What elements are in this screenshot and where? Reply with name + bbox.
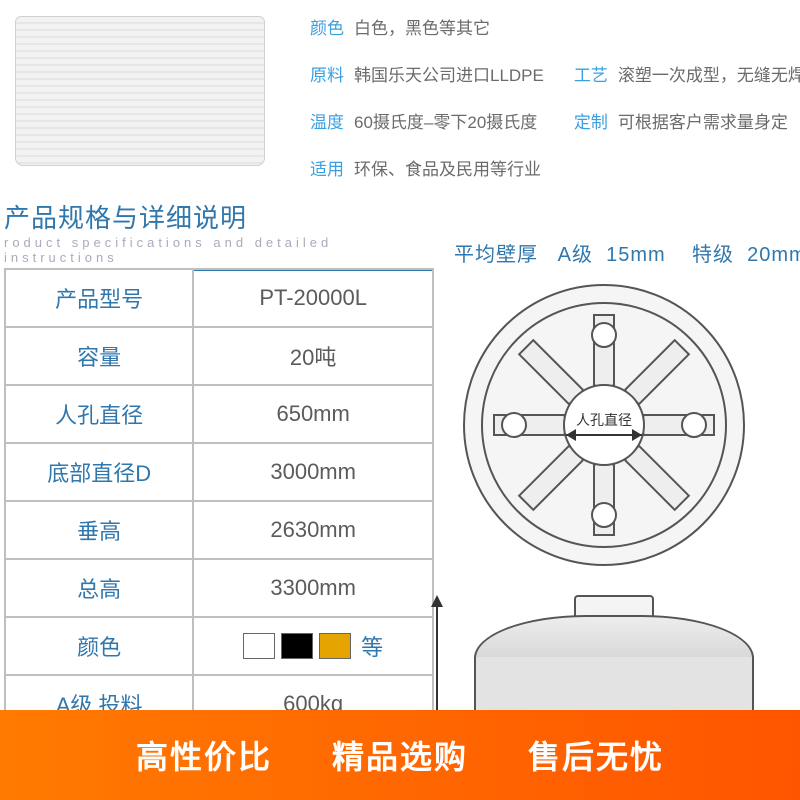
- attr-val: 白色，黑色等其它: [354, 14, 490, 39]
- dimension-arrow-icon: [426, 595, 448, 725]
- swatch-icon: [319, 633, 351, 659]
- attr-row: 颜色 白色，黑色等其它: [310, 14, 800, 39]
- banner-item: 售后无忧: [528, 732, 664, 778]
- section-heading-en: roduct specifications and detailed instr…: [4, 235, 434, 271]
- spec-label: 垂高: [5, 501, 193, 559]
- attr-val: 可根据客户需求量身定: [618, 108, 788, 133]
- table-row: 总高 3300mm: [5, 559, 433, 617]
- spec-color-swatches: 等: [193, 617, 433, 675]
- wall-thickness-title: 平均壁厚 A级 15mm 特级 20mm: [454, 238, 800, 267]
- banner-item: 精品选购: [332, 732, 468, 778]
- attr-val: 韩国乐天公司进口LLDPE: [354, 61, 544, 86]
- section-heading: 产品规格与详细说明 roduct specifications and deta…: [4, 198, 434, 271]
- thickness-s-value: 20mm: [747, 244, 800, 266]
- spec-value: PT-20000L: [193, 269, 433, 327]
- swatch-icon: [281, 633, 313, 659]
- product-photo: [0, 0, 280, 170]
- spec-value: 3300mm: [193, 559, 433, 617]
- attr-key: 温度: [310, 108, 344, 133]
- attr-val: 60摄氏度–零下20摄氏度: [354, 108, 537, 133]
- spec-label: 总高: [5, 559, 193, 617]
- attr-key: 颜色: [310, 14, 344, 39]
- tank-top-view-diagram: 人孔直径: [454, 275, 754, 575]
- diagram-panel: 平均壁厚 A级 15mm 特级 20mm: [454, 238, 800, 725]
- thickness-a-label: A级: [558, 244, 593, 266]
- table-row: 容量 20吨: [5, 327, 433, 385]
- spec-label: 人孔直径: [5, 385, 193, 443]
- attr-row: 原料 韩国乐天公司进口LLDPE: [310, 61, 544, 86]
- tank-elevation-diagram: [454, 595, 774, 725]
- spec-value: 3000mm: [193, 443, 433, 501]
- attribute-list: 颜色 白色，黑色等其它 原料 韩国乐天公司进口LLDPE 工艺 滚塑一次成型，无…: [310, 14, 800, 180]
- spec-value: 20吨: [193, 327, 433, 385]
- section-heading-zh: 产品规格与详细说明: [4, 198, 434, 235]
- spec-label: 底部直径D: [5, 443, 193, 501]
- spec-label: 颜色: [5, 617, 193, 675]
- attr-row: 温度 60摄氏度–零下20摄氏度: [310, 108, 544, 133]
- spec-label: 容量: [5, 327, 193, 385]
- spec-label: 产品型号: [5, 269, 193, 327]
- banner-item: 高性价比: [136, 732, 272, 778]
- table-row: 人孔直径 650mm: [5, 385, 433, 443]
- spec-value: 2630mm: [193, 501, 433, 559]
- swatch-icon: [243, 633, 275, 659]
- table-row: 垂高 2630mm: [5, 501, 433, 559]
- attr-val: 滚塑一次成型，无缝无焊: [618, 61, 800, 86]
- thickness-lead: 平均壁厚: [454, 244, 538, 266]
- attr-key: 原料: [310, 61, 344, 86]
- table-row: 底部直径D 3000mm: [5, 443, 433, 501]
- manhole-label: 人孔直径: [576, 412, 632, 428]
- attr-key: 定制: [574, 108, 608, 133]
- attr-row: 定制 可根据客户需求量身定: [574, 108, 800, 133]
- attr-key: 工艺: [574, 61, 608, 86]
- bottom-banner: 高性价比 精品选购 售后无忧: [0, 710, 800, 800]
- thickness-s-label: 特级: [692, 244, 734, 266]
- tank-photo-graphic: [15, 16, 265, 166]
- table-row-color: 颜色 等: [5, 617, 433, 675]
- attr-key: 适用: [310, 155, 344, 180]
- attr-row: 工艺 滚塑一次成型，无缝无焊: [574, 61, 800, 86]
- swatch-suffix: 等: [361, 630, 383, 662]
- tank-body-graphic: [474, 657, 754, 717]
- spec-value: 650mm: [193, 385, 433, 443]
- table-row: 产品型号 PT-20000L: [5, 269, 433, 327]
- thickness-a-value: 15mm: [606, 244, 666, 266]
- attr-val: 环保、食品及民用等行业: [354, 155, 541, 180]
- attr-row: 适用 环保、食品及民用等行业: [310, 155, 800, 180]
- spec-table: 产品型号 PT-20000L 容量 20吨 人孔直径 650mm 底部直径D 3…: [4, 268, 434, 734]
